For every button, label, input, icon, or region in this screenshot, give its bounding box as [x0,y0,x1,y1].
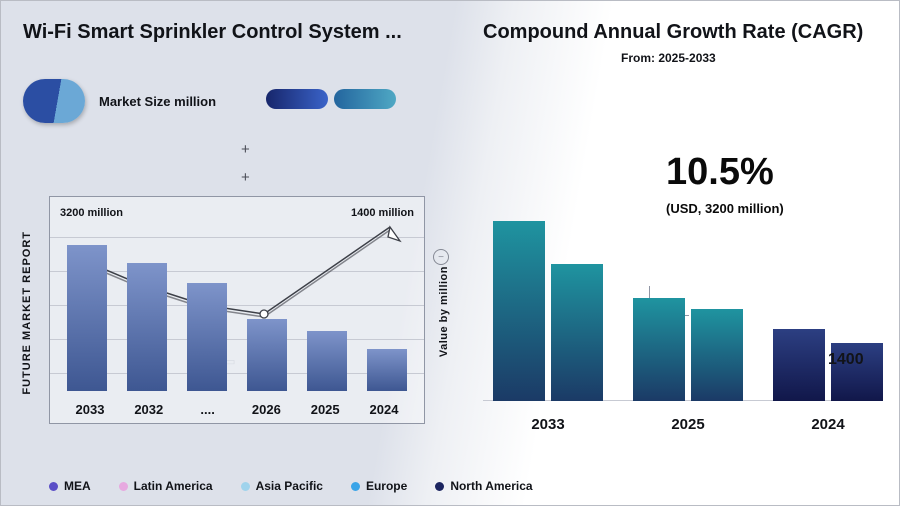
bar-col-dots[interactable] [184,283,230,391]
bar-col-2024[interactable] [364,349,410,391]
bar-2026 [247,319,287,391]
slide-frame: Wi-Fi Smart Sprinkler Control System ...… [0,0,900,506]
mini-pill-dark [266,89,328,109]
legend-item-asia-pacific[interactable]: Asia Pacific [241,479,323,493]
rbar-2025-series1[interactable] [633,298,685,401]
legend-item-north-america[interactable]: North America [435,479,532,493]
chart-year-axis: 2033 2032 .... 2026 2025 2024 [58,402,416,417]
legend-dot-mea [49,482,58,491]
mini-pill-teal [334,89,396,109]
right-chart-title: Compound Annual Growth Rate (CAGR) [483,21,863,44]
rbar-2025-series2[interactable] [691,309,743,401]
legend-item-latin-america[interactable]: Latin America [119,479,213,493]
legend-dot-latin-america [119,482,128,491]
rbar-2033-series1[interactable] [493,221,545,401]
vertical-label-value-by-million: Value by million [438,266,450,357]
left-chart-title: Wi-Fi Smart Sprinkler Control System ... [23,21,402,44]
future-market-bars [58,223,416,391]
vertical-label-future-market-report: FUTURE MARKET REPORT [21,231,33,395]
bar-dots [187,283,227,391]
rbar-2033-series2[interactable] [551,264,603,401]
bar-col-2033[interactable] [64,245,110,391]
cagr-bar-chart: 2033 2025 2024 1400 [483,161,883,441]
rbar-group-2025 [633,298,743,401]
rbar-year-2033: 2033 [493,416,603,433]
market-size-icon-row: Market Size million [23,79,216,123]
legend-dot-asia-pacific [241,482,250,491]
chart-top-left-label: 3200 million [60,207,123,219]
rbar-year-2025: 2025 [633,416,743,433]
legend-item-mea[interactable]: MEA [49,479,91,493]
bar-2024 [367,349,407,391]
left-chart-legend: MEA Latin America Asia Pacific Europe No… [49,479,849,493]
future-market-report-chart: 3200 million 1400 million 📄 ▭ [49,196,425,424]
rbar-group-2033 [493,221,603,401]
bar-2032 [127,263,167,391]
market-size-label: Market Size million [99,94,216,109]
value-1400-label: 1400 [828,351,864,369]
plus-icon-1[interactable]: + [241,141,250,158]
minus-circle-icon[interactable]: − [433,249,449,265]
rbar-year-2024: 2024 [773,416,883,433]
bar-2025 [307,331,347,391]
right-chart-subtitle: From: 2025-2033 [621,51,716,65]
legend-dot-europe [351,482,360,491]
bar-col-2032[interactable] [124,263,170,391]
bar-2033 [67,245,107,391]
rbar-2024-series1[interactable] [773,329,825,401]
chart-top-right-label: 1400 million [351,207,414,219]
market-size-hexagon-icon [23,79,85,123]
bar-col-2025[interactable] [304,331,350,391]
legend-item-europe[interactable]: Europe [351,479,407,493]
legend-dot-north-america [435,482,444,491]
bar-col-2026[interactable] [244,319,290,391]
plus-icon-2[interactable]: + [241,169,250,186]
mini-pill-legend [266,89,396,109]
